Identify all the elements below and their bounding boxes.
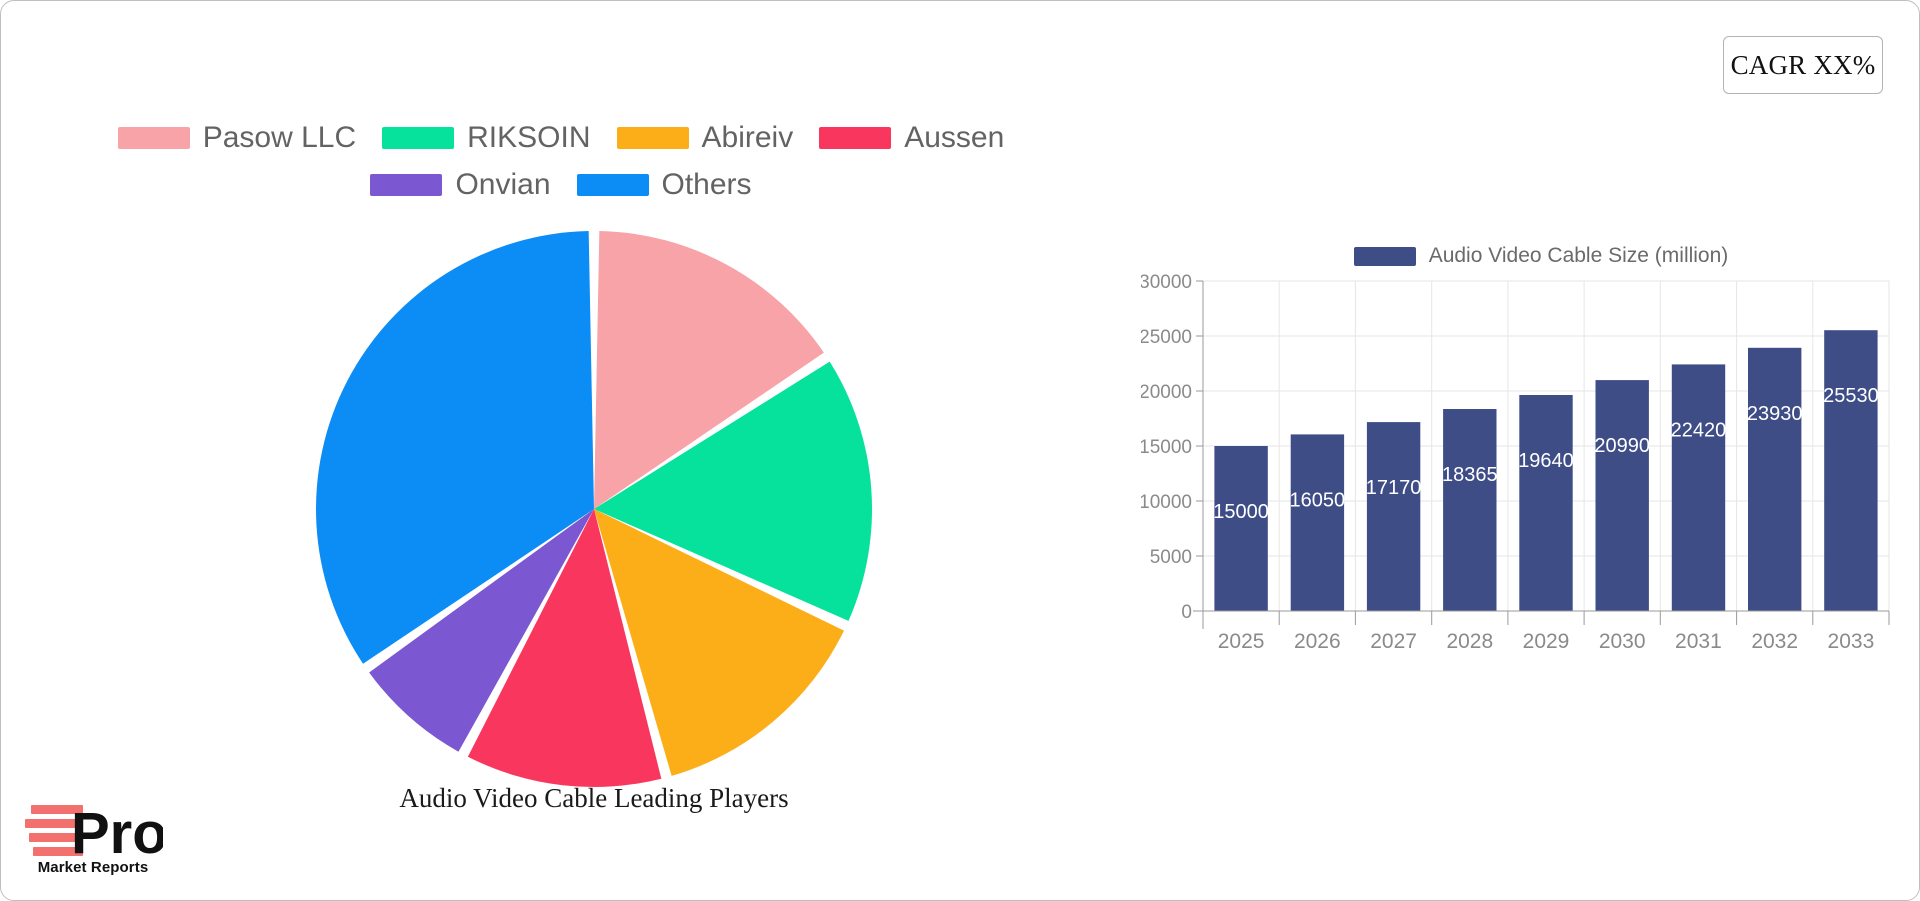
logo-mark-icon: Pro bbox=[25, 801, 163, 861]
logo-speed-bar bbox=[25, 819, 83, 828]
pie-chart-svg bbox=[315, 231, 873, 787]
pie-chart-title: Audio Video Cable Leading Players bbox=[399, 783, 789, 813]
bar-chart-legend[interactable]: Audio Video Cable Size (million) bbox=[1181, 239, 1901, 273]
bar-y-tick-label: 10000 bbox=[1141, 492, 1192, 513]
pie-legend: Pasow LLC RIKSOIN Abireiv Aussen Onvian bbox=[41, 121, 1081, 215]
pie-slice-group bbox=[315, 231, 873, 787]
pie-legend-item-aussen[interactable]: Aussen bbox=[819, 121, 1004, 155]
logo-wordmark: Pro bbox=[71, 801, 163, 861]
bar-column-2029[interactable] bbox=[1519, 395, 1573, 611]
logo-subtitle: Market Reports bbox=[37, 859, 149, 876]
pie-legend-swatch-aussen bbox=[819, 127, 892, 149]
pie-slice-abireiv[interactable] bbox=[594, 509, 844, 776]
bar-column-2027[interactable] bbox=[1366, 422, 1421, 611]
bar-x-tick-label-2025: 2025 bbox=[1218, 630, 1265, 653]
bar-x-tick-label-2029: 2029 bbox=[1523, 630, 1570, 653]
pie-legend-swatch-riksoin bbox=[382, 127, 455, 149]
logo-speed-bars-icon bbox=[25, 805, 83, 856]
pie-legend-item-riksoin[interactable]: RIKSOIN bbox=[382, 121, 591, 155]
bar-x-tick-label-2028: 2028 bbox=[1446, 630, 1493, 653]
pie-slice-aussen[interactable] bbox=[467, 509, 662, 787]
bar-x-tick-label-2033: 2033 bbox=[1828, 630, 1875, 653]
pie-legend-item-others[interactable]: Others bbox=[576, 168, 752, 202]
pie-slice-others[interactable] bbox=[315, 231, 594, 664]
pie-legend-item-pasow-llc[interactable]: Pasow LLC bbox=[117, 121, 357, 155]
bar-y-tick-label: 20000 bbox=[1141, 382, 1192, 403]
bar-chart: Audio Video Cable Size (million) 0 5000 10… bbox=[1141, 239, 1901, 679]
bar-column-2030[interactable] bbox=[1595, 380, 1649, 611]
pie-legend-swatch-others bbox=[576, 174, 649, 196]
bar-y-axis-ticks: 0 5000 10000 15000 20000 25000 30000 bbox=[1141, 273, 1192, 623]
pie-legend-label-pasow-llc: Pasow LLC bbox=[202, 121, 357, 154]
logo-speed-bar bbox=[29, 833, 83, 842]
bar-column-2026[interactable] bbox=[1290, 434, 1345, 611]
bar-y-tick-label: 15000 bbox=[1141, 437, 1192, 458]
bar-value-label-2026: 16050 bbox=[1289, 489, 1345, 511]
pie-chart bbox=[314, 229, 874, 789]
bar-value-label-2033: 25530 bbox=[1823, 385, 1879, 407]
bar-y-tick-label: 25000 bbox=[1141, 327, 1192, 348]
bar-value-label-2028: 18365 bbox=[1442, 464, 1498, 486]
pie-legend-label-others: Others bbox=[661, 168, 752, 201]
bar-value-label-2030: 20990 bbox=[1594, 435, 1650, 457]
bar-legend-label: Audio Video Cable Size (million) bbox=[1428, 244, 1729, 267]
pie-legend-label-abireiv: Abireiv bbox=[701, 121, 794, 154]
bar-value-label-2029: 19640 bbox=[1518, 450, 1574, 472]
bar-value-label-2031: 22420 bbox=[1671, 419, 1727, 441]
bar-column-2032[interactable] bbox=[1748, 347, 1802, 611]
bar-value-label-2027: 17170 bbox=[1366, 477, 1422, 499]
pie-legend-swatch-onvian bbox=[370, 174, 443, 196]
logo-speed-bar bbox=[33, 847, 83, 856]
cagr-badge: CAGR XX% bbox=[1723, 36, 1883, 94]
pie-legend-label-riksoin: RIKSOIN bbox=[467, 121, 591, 154]
logo-speed-bar bbox=[31, 805, 83, 814]
bar-x-tick-label-2026: 2026 bbox=[1294, 630, 1341, 653]
pie-legend-swatch-pasow-llc bbox=[117, 127, 190, 149]
pie-legend-item-abireiv[interactable]: Abireiv bbox=[616, 121, 794, 155]
bar-x-tick-label-2032: 2032 bbox=[1751, 630, 1798, 653]
bar-value-label-2032: 23930 bbox=[1747, 403, 1803, 425]
bar-y-tick-label: 30000 bbox=[1141, 273, 1192, 293]
bar-x-tick-label-2030: 2030 bbox=[1599, 630, 1646, 653]
bar-x-tick-label-2031: 2031 bbox=[1675, 630, 1722, 653]
bar-legend-swatch bbox=[1353, 246, 1416, 266]
bar-chart-svg: 0 5000 10000 15000 20000 25000 30000 15000 1605… bbox=[1141, 273, 1890, 653]
pie-legend-label-onvian: Onvian bbox=[455, 168, 551, 201]
pie-slice-riksoin[interactable] bbox=[594, 361, 873, 621]
bar-x-axis-ticks: 2025 2026 2027 2028 2029 2030 2031 2032 2033 bbox=[1193, 610, 1890, 653]
bar-value-label-2025: 15000 bbox=[1213, 501, 1269, 523]
bar-series: 15000 16050 17170 18365 19640 20990 22420 23930… bbox=[1213, 330, 1879, 611]
pie-legend-swatch-abireiv bbox=[616, 127, 689, 149]
pie-legend-row-1: Pasow LLC RIKSOIN Abireiv Aussen bbox=[41, 121, 1081, 155]
bar-x-tick-label-2027: 2027 bbox=[1370, 630, 1417, 653]
bar-column-2033[interactable] bbox=[1824, 330, 1878, 611]
pie-slice-pasow-llc[interactable] bbox=[594, 231, 824, 510]
pie-legend-label-aussen: Aussen bbox=[904, 121, 1005, 154]
pie-legend-row-2: Onvian Others bbox=[41, 168, 1081, 202]
pie-slice-onvian[interactable] bbox=[369, 509, 594, 752]
bar-column-2031[interactable] bbox=[1671, 364, 1726, 611]
pie-legend-item-onvian[interactable]: Onvian bbox=[370, 168, 551, 202]
bar-y-tick-label: 5000 bbox=[1150, 547, 1192, 568]
bar-column-2028[interactable] bbox=[1443, 409, 1497, 611]
pro-market-reports-logo: Pro Market Reports bbox=[23, 799, 163, 881]
bar-column-2025[interactable] bbox=[1214, 446, 1268, 611]
bar-y-tick-label: 0 bbox=[1181, 602, 1192, 623]
